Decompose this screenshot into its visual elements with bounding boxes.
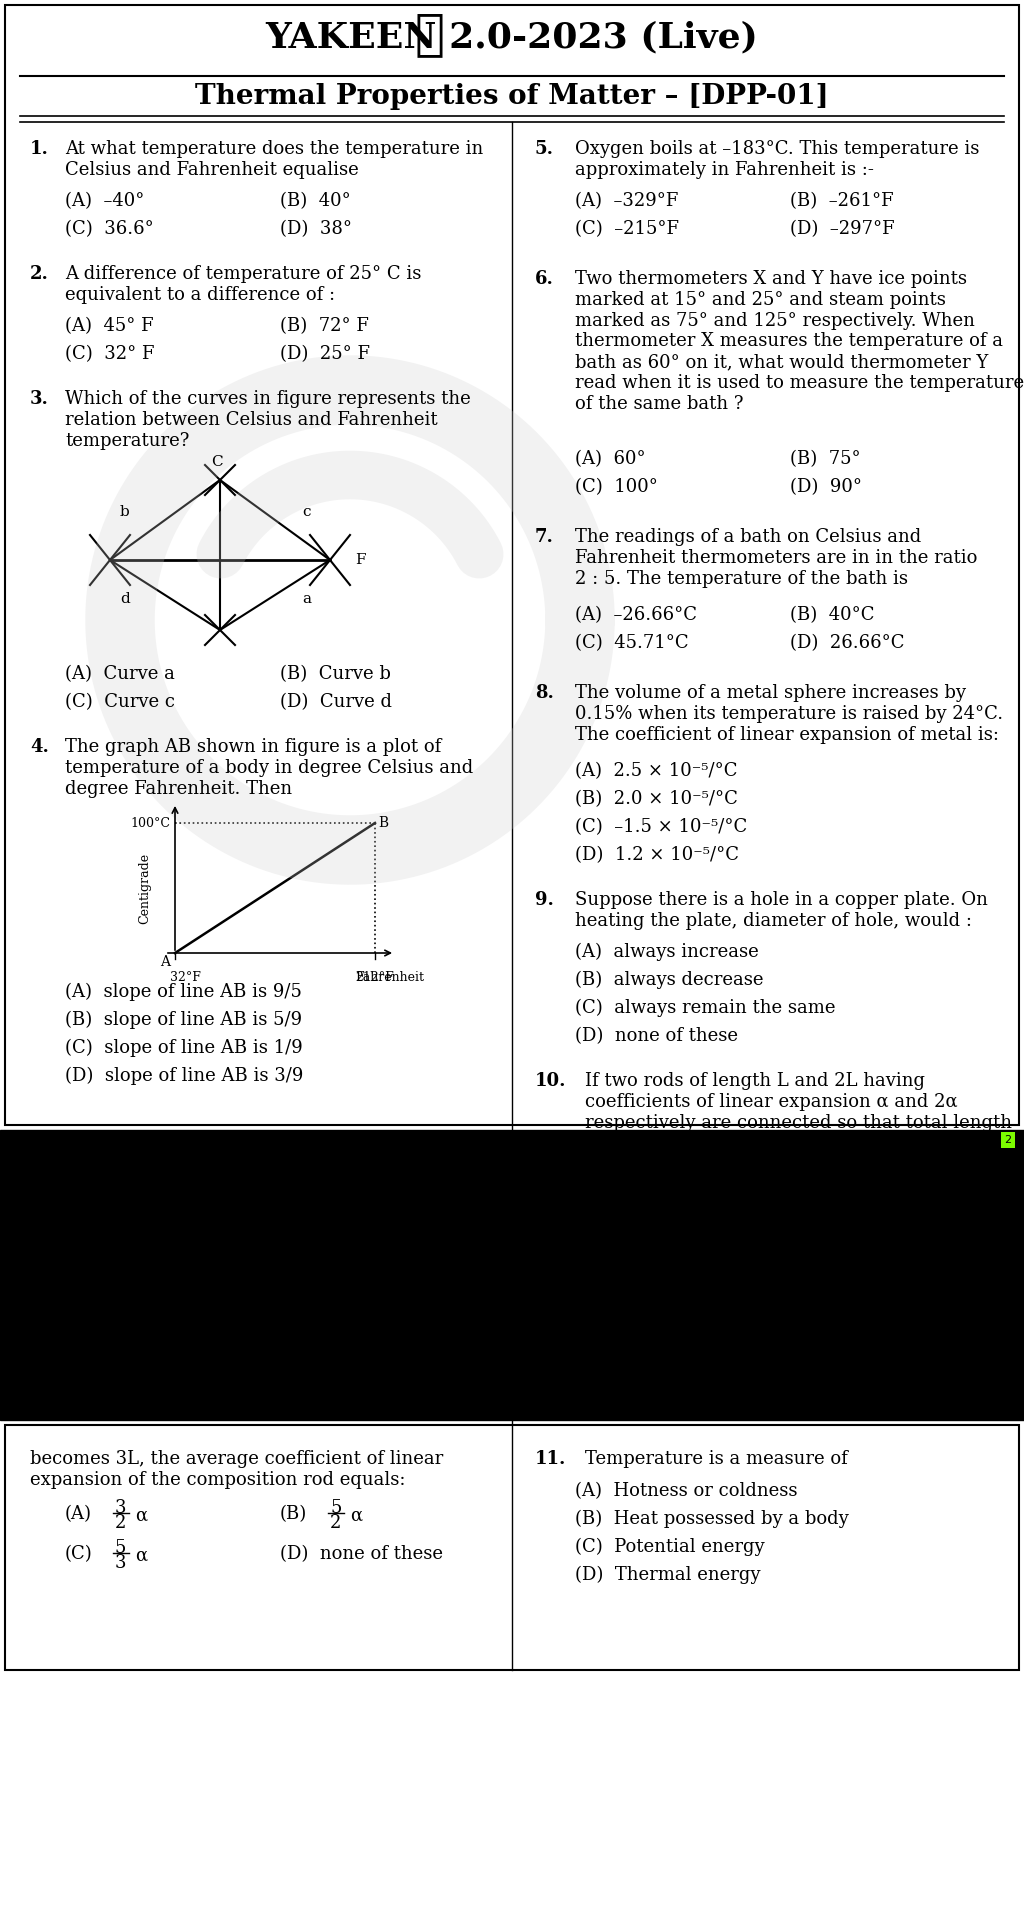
- Text: (D)  none of these: (D) none of these: [575, 1027, 738, 1046]
- Text: 1.: 1.: [30, 140, 49, 159]
- Text: (A)  2.5 × 10⁻⁵/°C: (A) 2.5 × 10⁻⁵/°C: [575, 763, 737, 780]
- Text: (B)  Curve b: (B) Curve b: [280, 665, 391, 683]
- Text: (A)  –26.66°C: (A) –26.66°C: [575, 606, 697, 623]
- Text: Thermal Properties of Matter – [DPP-01]: Thermal Properties of Matter – [DPP-01]: [196, 82, 828, 111]
- Text: 11.: 11.: [535, 1449, 566, 1468]
- Text: (D)  38°: (D) 38°: [280, 220, 352, 237]
- Text: 6.: 6.: [535, 270, 554, 289]
- Text: (D)  90°: (D) 90°: [790, 478, 862, 495]
- Text: (B)  slope of line AB is 5/9: (B) slope of line AB is 5/9: [65, 1011, 302, 1029]
- Text: (D)  1.2 × 10⁻⁵/°C: (D) 1.2 × 10⁻⁵/°C: [575, 845, 739, 864]
- Text: (A)  –40°: (A) –40°: [65, 191, 144, 210]
- Text: Oxygen boils at –183°C. This temperature is
approximately in Fahrenheit is :-: Oxygen boils at –183°C. This temperature…: [575, 140, 979, 180]
- Text: 32°F: 32°F: [170, 971, 201, 985]
- Text: The readings of a bath on Celsius and
Fahrenheit thermometers are in in the rati: The readings of a bath on Celsius and Fa…: [575, 528, 977, 587]
- Text: (C)  slope of line AB is 1/9: (C) slope of line AB is 1/9: [65, 1038, 303, 1057]
- Text: (C)  100°: (C) 100°: [575, 478, 657, 495]
- Text: 2.: 2.: [30, 266, 49, 283]
- Text: 7.: 7.: [535, 528, 554, 547]
- Text: (A)  –329°F: (A) –329°F: [575, 191, 678, 210]
- Text: (A)  45° F: (A) 45° F: [65, 317, 154, 335]
- Text: (A)  slope of line AB is 9/5: (A) slope of line AB is 9/5: [65, 983, 302, 1002]
- Text: 8.: 8.: [535, 684, 554, 702]
- Text: 3.: 3.: [30, 390, 49, 407]
- Text: At what temperature does the temperature in
Celsius and Fahrenheit equalise: At what temperature does the temperature…: [65, 140, 483, 180]
- Text: (C)  36.6°: (C) 36.6°: [65, 220, 154, 237]
- Text: (B)  –261°F: (B) –261°F: [790, 191, 894, 210]
- Text: Which of the curves in figure represents the
relation between Celsius and Fahren: Which of the curves in figure represents…: [65, 390, 471, 449]
- Text: 5.: 5.: [535, 140, 554, 159]
- Text: 9.: 9.: [535, 891, 554, 908]
- Text: (D)  none of these: (D) none of these: [280, 1545, 443, 1562]
- Text: (C)  Curve c: (C) Curve c: [65, 692, 175, 711]
- Text: (A)  always increase: (A) always increase: [575, 943, 759, 962]
- Text: (D)  Thermal energy: (D) Thermal energy: [575, 1566, 761, 1585]
- Text: (D)  –297°F: (D) –297°F: [790, 220, 895, 237]
- Text: Two thermometers X and Y have ice points
marked at 15° and 25° and steam points
: Two thermometers X and Y have ice points…: [575, 270, 1024, 413]
- Text: YAKEEN 2.0-2023 (Live): YAKEEN 2.0-2023 (Live): [265, 19, 759, 54]
- Text: (D)  Curve d: (D) Curve d: [280, 692, 392, 711]
- Text: 100°C: 100°C: [130, 816, 170, 830]
- Text: Suppose there is a hole in a copper plate. On
heating the plate, diameter of hol: Suppose there is a hole in a copper plat…: [575, 891, 988, 929]
- Text: α: α: [135, 1547, 147, 1566]
- Text: (A)  60°: (A) 60°: [575, 449, 645, 468]
- Text: (B)  75°: (B) 75°: [790, 449, 860, 468]
- Text: d: d: [120, 593, 130, 606]
- Text: b: b: [120, 505, 130, 518]
- Text: (B): (B): [280, 1505, 307, 1524]
- Text: (A)  Curve a: (A) Curve a: [65, 665, 175, 683]
- Text: 3: 3: [115, 1554, 127, 1572]
- Text: (B)  72° F: (B) 72° F: [280, 317, 369, 335]
- Text: 4.: 4.: [30, 738, 49, 755]
- Text: 5: 5: [330, 1499, 341, 1516]
- Text: The volume of a metal sphere increases by
0.15% when its temperature is raised b: The volume of a metal sphere increases b…: [575, 684, 1004, 744]
- Text: c: c: [302, 505, 310, 518]
- Text: (A): (A): [65, 1505, 92, 1524]
- Text: 212°F: 212°F: [355, 971, 394, 985]
- Text: (C): (C): [65, 1545, 93, 1562]
- Text: A difference of temperature of 25° C is
equivalent to a difference of :: A difference of temperature of 25° C is …: [65, 266, 421, 304]
- Text: Temperature is a measure of: Temperature is a measure of: [585, 1449, 848, 1468]
- Bar: [5, 6, 1019, 1124]
- Text: C: C: [211, 455, 223, 468]
- Text: 2: 2: [330, 1514, 341, 1532]
- Text: α: α: [350, 1507, 362, 1526]
- Text: The graph AB shown in figure is a plot of
temperature of a body in degree Celsiu: The graph AB shown in figure is a plot o…: [65, 738, 473, 797]
- Text: (D)  slope of line AB is 3/9: (D) slope of line AB is 3/9: [65, 1067, 303, 1086]
- Text: (C)  32° F: (C) 32° F: [65, 344, 155, 363]
- Text: If two rods of length L and 2L having
coefficients of linear expansion α and 2α
: If two rods of length L and 2L having co…: [585, 1073, 1012, 1132]
- Text: becomes 3L, the average coefficient of linear
expansion of the composition rod e: becomes 3L, the average coefficient of l…: [30, 1449, 443, 1489]
- Text: (C)  –215°F: (C) –215°F: [575, 220, 679, 237]
- Text: a: a: [302, 593, 311, 606]
- Text: (C)  –1.5 × 10⁻⁵/°C: (C) –1.5 × 10⁻⁵/°C: [575, 818, 748, 836]
- Text: (B)  always decrease: (B) always decrease: [575, 971, 764, 989]
- Text: 5: 5: [115, 1539, 126, 1556]
- Text: (B)  Heat possessed by a body: (B) Heat possessed by a body: [575, 1510, 849, 1528]
- Text: 2: 2: [115, 1514, 126, 1532]
- Text: ✊: ✊: [415, 10, 445, 57]
- Text: 10.: 10.: [535, 1073, 566, 1090]
- Text: Fahrenheit: Fahrenheit: [355, 971, 425, 985]
- Text: (C)  45.71°C: (C) 45.71°C: [575, 635, 688, 652]
- Text: B: B: [378, 816, 388, 830]
- Text: (B)  40°: (B) 40°: [280, 191, 351, 210]
- Text: Centigrade: Centigrade: [138, 853, 152, 923]
- Text: (D)  26.66°C: (D) 26.66°C: [790, 635, 904, 652]
- Text: 3: 3: [115, 1499, 127, 1516]
- Text: (C)  always remain the same: (C) always remain the same: [575, 998, 836, 1017]
- Text: (C)  Potential energy: (C) Potential energy: [575, 1537, 765, 1556]
- Text: F: F: [355, 553, 366, 568]
- Bar: [0, 1130, 1024, 1421]
- Text: (B)  2.0 × 10⁻⁵/°C: (B) 2.0 × 10⁻⁵/°C: [575, 790, 738, 809]
- Text: 2: 2: [1005, 1136, 1012, 1145]
- Text: (B)  40°C: (B) 40°C: [790, 606, 874, 623]
- Text: A: A: [160, 954, 170, 969]
- Text: (D)  25° F: (D) 25° F: [280, 344, 370, 363]
- Text: α: α: [135, 1507, 147, 1526]
- Text: (A)  Hotness or coldness: (A) Hotness or coldness: [575, 1482, 798, 1501]
- Bar: [5, 1424, 1019, 1669]
